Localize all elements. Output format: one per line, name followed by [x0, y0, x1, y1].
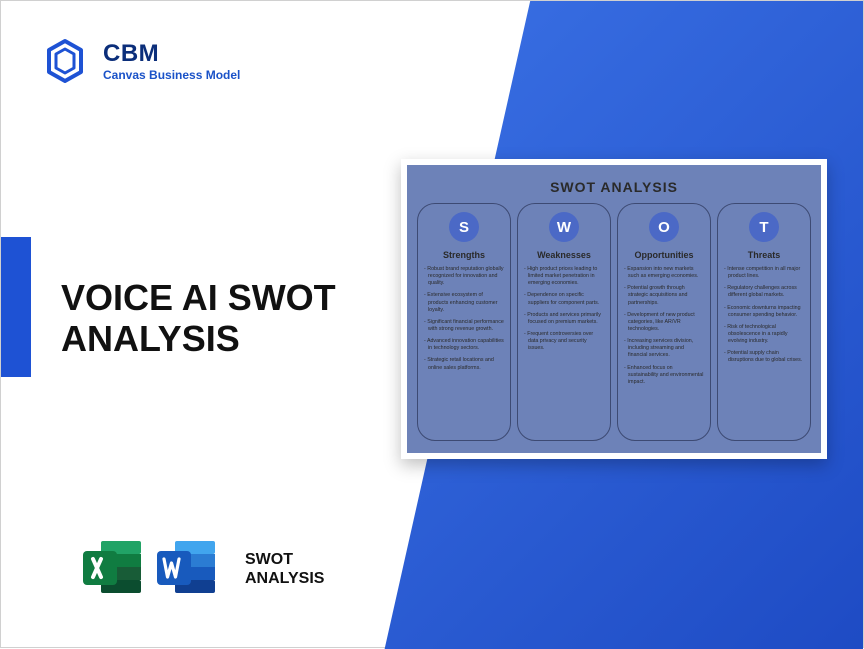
swot-item-list: Expansion into new markets such as emerg… [624, 266, 704, 391]
bottom-icons-row: SWOT ANALYSIS [79, 535, 324, 603]
bottom-label: SWOT ANALYSIS [245, 550, 324, 588]
swot-letter-badge: O [649, 212, 679, 242]
swot-item: Dependence on specific suppliers for com… [524, 292, 604, 306]
word-icon [153, 535, 221, 603]
swot-item: Advanced innovation capabilities in tech… [424, 338, 504, 352]
bottom-label-line2: ANALYSIS [245, 569, 324, 588]
swot-letter-badge: S [449, 212, 479, 242]
swot-item: Expansion into new markets such as emerg… [624, 266, 704, 280]
swot-item: Development of new product categories, l… [624, 312, 704, 333]
left-accent-tab [1, 237, 31, 377]
swot-item: Extensive ecosystem of products enhancin… [424, 292, 504, 313]
page-canvas: CBM Canvas Business Model VOICE AI SWOT … [0, 0, 864, 648]
swot-column: O Opportunities Expansion into new markets… [617, 203, 711, 441]
swot-column: W Weaknesses High product prices leading t… [517, 203, 611, 441]
swot-item: Potential supply chain disruptions due t… [724, 350, 804, 364]
logo: CBM Canvas Business Model [41, 37, 240, 85]
swot-item: Regulatory challenges across different g… [724, 285, 804, 299]
swot-letter-badge: W [549, 212, 579, 242]
swot-item-list: Intense competition in all major product… [724, 266, 804, 370]
swot-column-heading: Threats [748, 250, 781, 260]
logo-text: CBM Canvas Business Model [103, 40, 240, 82]
swot-item: Increasing services division, including … [624, 338, 704, 359]
swot-column-heading: Weaknesses [537, 250, 591, 260]
logo-title: CBM [103, 40, 240, 68]
swot-columns: S Strengths Robust brand reputation global… [417, 203, 811, 441]
swot-item: Frequent controversies over data privacy… [524, 331, 604, 352]
swot-item: Economic downturns impacting consumer sp… [724, 305, 804, 319]
swot-item: Robust brand reputation globally recogni… [424, 266, 504, 287]
swot-item: Enhanced focus on sustainability and env… [624, 365, 704, 386]
swot-column: T Threats Intense competition in all major… [717, 203, 811, 441]
logo-subtitle: Canvas Business Model [103, 68, 240, 82]
swot-item: Strategic retail locations and online sa… [424, 357, 504, 371]
swot-column-heading: Opportunities [635, 250, 694, 260]
swot-item: Intense competition in all major product… [724, 266, 804, 280]
logo-icon [41, 37, 89, 85]
excel-icon [79, 535, 147, 603]
swot-item: Products and services primarily focused … [524, 312, 604, 326]
swot-letter-badge: T [749, 212, 779, 242]
swot-item: Potential growth through strategic acqui… [624, 285, 704, 306]
swot-item-list: Robust brand reputation globally recogni… [424, 266, 504, 377]
swot-item: High product prices leading to limited m… [524, 266, 604, 287]
page-title: VOICE AI SWOT ANALYSIS [61, 277, 421, 360]
swot-column-heading: Strengths [443, 250, 485, 260]
swot-item: Risk of technological obsolescence in a … [724, 324, 804, 345]
bottom-label-line1: SWOT [245, 550, 324, 569]
swot-column: S Strengths Robust brand reputation global… [417, 203, 511, 441]
swot-card-title: SWOT ANALYSIS [417, 179, 811, 195]
swot-item: Significant financial performance with s… [424, 319, 504, 333]
swot-card: SWOT ANALYSIS S Strengths Robust brand rep… [401, 159, 827, 459]
swot-item-list: High product prices leading to limited m… [524, 266, 604, 357]
